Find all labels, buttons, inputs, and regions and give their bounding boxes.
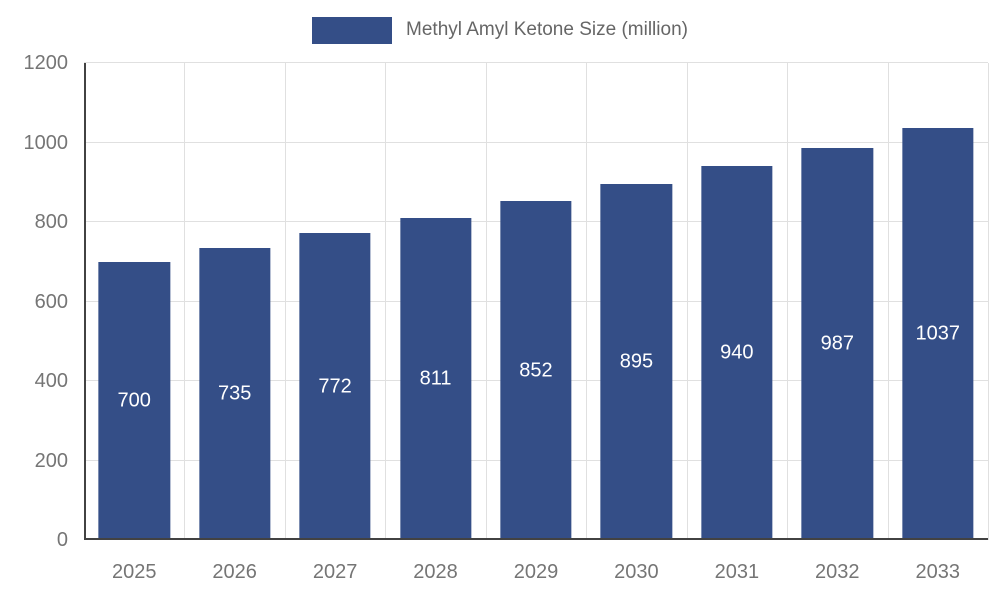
- bars-layer: 700 735 772 811 852 895 940 987 1037: [84, 63, 988, 540]
- gridline-vertical: [385, 63, 387, 540]
- x-tick-label: 2031: [714, 561, 760, 583]
- bar-slot: 811: [385, 63, 485, 540]
- gridline-vertical: [988, 63, 989, 540]
- bar-slot: 735: [184, 63, 284, 540]
- bar-value-label: 895: [619, 350, 654, 373]
- x-axis-line: [84, 538, 988, 540]
- x-tick-label: 2033: [915, 561, 960, 583]
- bar: 811: [399, 217, 472, 540]
- bar: 735: [199, 247, 271, 540]
- x-tick-label: 2030: [614, 561, 659, 583]
- bar-value-label: 735: [217, 382, 252, 405]
- x-tick-label: 2028: [413, 561, 458, 583]
- bar-slot: 1037: [888, 63, 988, 540]
- bar-value-label: 700: [117, 389, 151, 412]
- gridline-horizontal: [84, 141, 988, 143]
- bar: 1037: [902, 127, 974, 540]
- gridline-vertical: [184, 63, 186, 540]
- legend-swatch: [312, 16, 393, 44]
- x-tick-label: 2025: [111, 561, 157, 583]
- gridline-vertical: [887, 63, 889, 540]
- y-tick-label: 400: [34, 370, 68, 393]
- bar-value-label: 940: [720, 341, 754, 364]
- bar-slot: 987: [787, 63, 887, 540]
- gridline-vertical: [284, 63, 286, 540]
- x-tick-label: 2027: [312, 561, 358, 583]
- x-tick-label: 2029: [513, 561, 559, 583]
- gridline-vertical: [686, 63, 688, 540]
- plot-area: 700 735 772 811 852 895 940 987 1037 0 200 400 600 8…: [24, 53, 989, 550]
- gridline-vertical: [787, 63, 789, 540]
- legend: Methyl Amyl Ketone Size (million): [0, 15, 1000, 45]
- bar-slot: 700: [84, 63, 184, 540]
- gridline-vertical: [485, 63, 487, 540]
- bar-slot: 895: [586, 63, 686, 540]
- bar-slot: 852: [486, 63, 586, 540]
- bar-value-label: 811: [419, 367, 452, 390]
- bar: 772: [299, 233, 371, 540]
- legend-label: Methyl Amyl Ketone Size (million): [406, 19, 688, 40]
- y-tick-label: 0: [56, 529, 68, 551]
- bar-value-label: 1037: [915, 322, 960, 345]
- x-axis-labels: 2025 2026 2027 2028 2029 2030 2031 2032 2033: [84, 558, 988, 586]
- y-tick-label: 1200: [23, 52, 69, 74]
- x-tick-label: 2032: [815, 561, 860, 583]
- bar: 852: [500, 201, 572, 540]
- bar: 895: [600, 184, 673, 540]
- bar-slot: 772: [285, 63, 385, 540]
- bar-value-label: 772: [318, 375, 352, 398]
- y-tick-label: 200: [34, 449, 68, 472]
- bar: 940: [701, 166, 773, 540]
- bar-value-label: 987: [820, 332, 854, 355]
- y-axis-line: [84, 63, 86, 540]
- bar-value-label: 852: [519, 359, 553, 382]
- x-tick-label: 2026: [212, 561, 257, 583]
- y-tick-label: 1000: [23, 131, 69, 154]
- y-tick-label: 600: [34, 290, 68, 313]
- bar: 987: [801, 147, 873, 540]
- gridline-vertical: [586, 63, 588, 540]
- bar-slot: 940: [687, 63, 787, 540]
- gridline-horizontal: [84, 62, 988, 63]
- bar: 700: [98, 261, 170, 540]
- y-tick-label: 800: [34, 211, 68, 234]
